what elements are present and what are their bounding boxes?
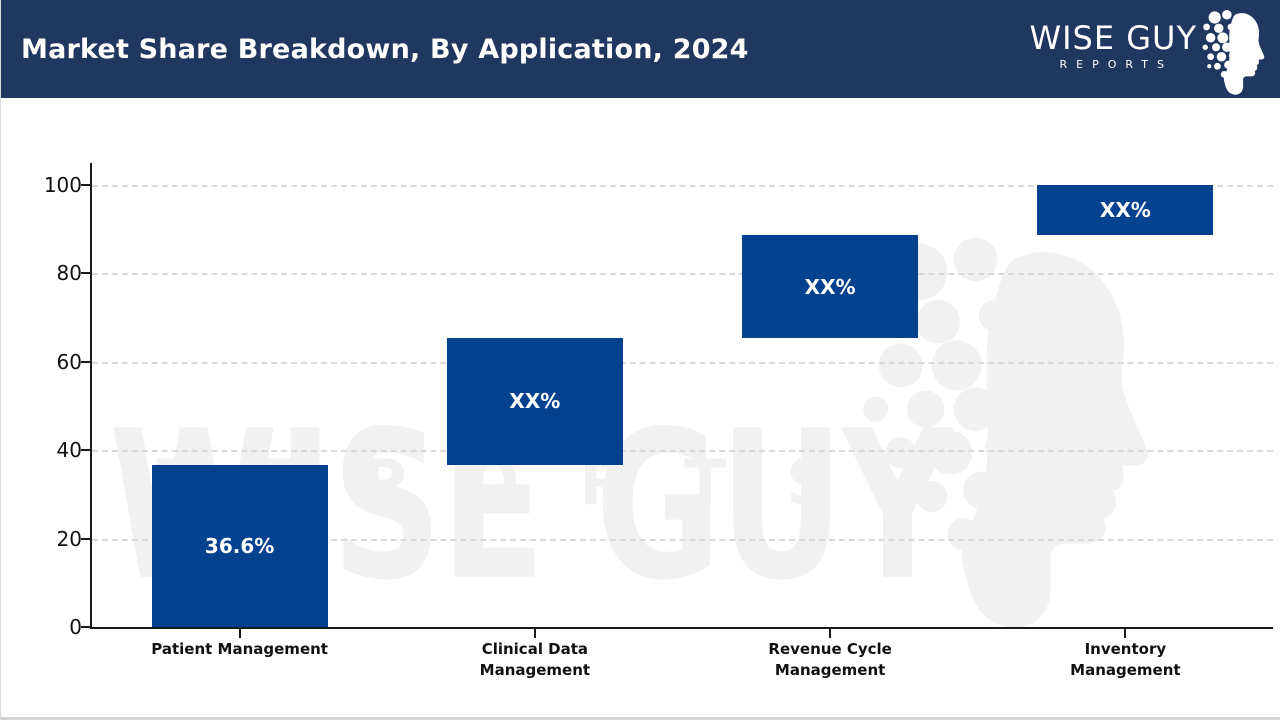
y-axis-tick xyxy=(81,360,90,363)
x-category-label-line: Clinical Data xyxy=(481,640,589,658)
logo-text: WISE GUY REPORTS xyxy=(1029,20,1197,71)
y-axis-tick xyxy=(81,449,90,452)
bar-value-label: XX% xyxy=(804,274,856,299)
bar-4: XX% xyxy=(1037,185,1214,236)
wise-guy-reports-logo: WISE GUY REPORTS xyxy=(1025,4,1275,96)
gridline-60 xyxy=(92,361,1273,364)
y-tick-label: 0 xyxy=(69,615,82,639)
logo-sub-text: REPORTS xyxy=(1059,58,1173,71)
x-category-label: Inventory Management xyxy=(985,639,1265,681)
x-category-label-line: Inventory xyxy=(1084,640,1167,658)
y-axis-tick xyxy=(81,272,90,275)
x-category-label-line: Management xyxy=(1070,661,1181,679)
bar-1: 36.6% xyxy=(151,465,328,627)
x-category-label-line: Patient Management xyxy=(151,640,328,658)
y-axis-tick xyxy=(81,184,90,187)
x-axis-tick xyxy=(533,629,536,638)
y-tick-label: 100 xyxy=(43,173,82,198)
page-title: Market Share Breakdown, By Application, … xyxy=(21,33,749,65)
y-tick-label: 60 xyxy=(56,349,82,374)
chart-area: WISE GUY REPORTS 0 20 40 60 80 100 36.6% XX% XX%… xyxy=(1,98,1280,717)
x-axis-tick xyxy=(829,629,832,638)
logo-name-text: WISE GUY xyxy=(1029,19,1197,57)
plot-area: 0 20 40 60 80 100 36.6% XX% XX% XX% Patient Manage… xyxy=(44,163,1273,679)
y-tick-label: 80 xyxy=(56,261,82,286)
x-category-label: Clinical Data Management xyxy=(395,639,675,681)
x-category-label: Revenue Cycle Management xyxy=(690,639,970,681)
y-axis-tick xyxy=(81,537,90,540)
x-category-label-line: Management xyxy=(774,661,886,679)
gridline-20 xyxy=(92,538,1273,541)
bar-value-label: 36.6% xyxy=(204,534,275,559)
gridline-100 xyxy=(92,185,1273,188)
gridline-80 xyxy=(92,273,1273,276)
bar-2: XX% xyxy=(446,337,623,466)
x-category-label-line: Revenue Cycle xyxy=(768,640,892,658)
bar-value-label: XX% xyxy=(509,389,561,414)
y-tick-label: 40 xyxy=(56,438,82,463)
x-axis-tick xyxy=(1124,629,1127,638)
header-bar: Market Share Breakdown, By Application, … xyxy=(1,0,1280,98)
x-category-label-line: Management xyxy=(479,661,591,679)
x-category-label: Patient Management xyxy=(100,639,380,660)
head-profile-dots-icon xyxy=(1202,10,1265,95)
y-tick-label: 20 xyxy=(56,526,82,551)
bar-3: XX% xyxy=(742,235,919,338)
x-axis-tick xyxy=(238,629,241,638)
y-axis-tick xyxy=(81,626,90,628)
gridline-40 xyxy=(92,450,1273,453)
bar-value-label: XX% xyxy=(1099,198,1151,223)
